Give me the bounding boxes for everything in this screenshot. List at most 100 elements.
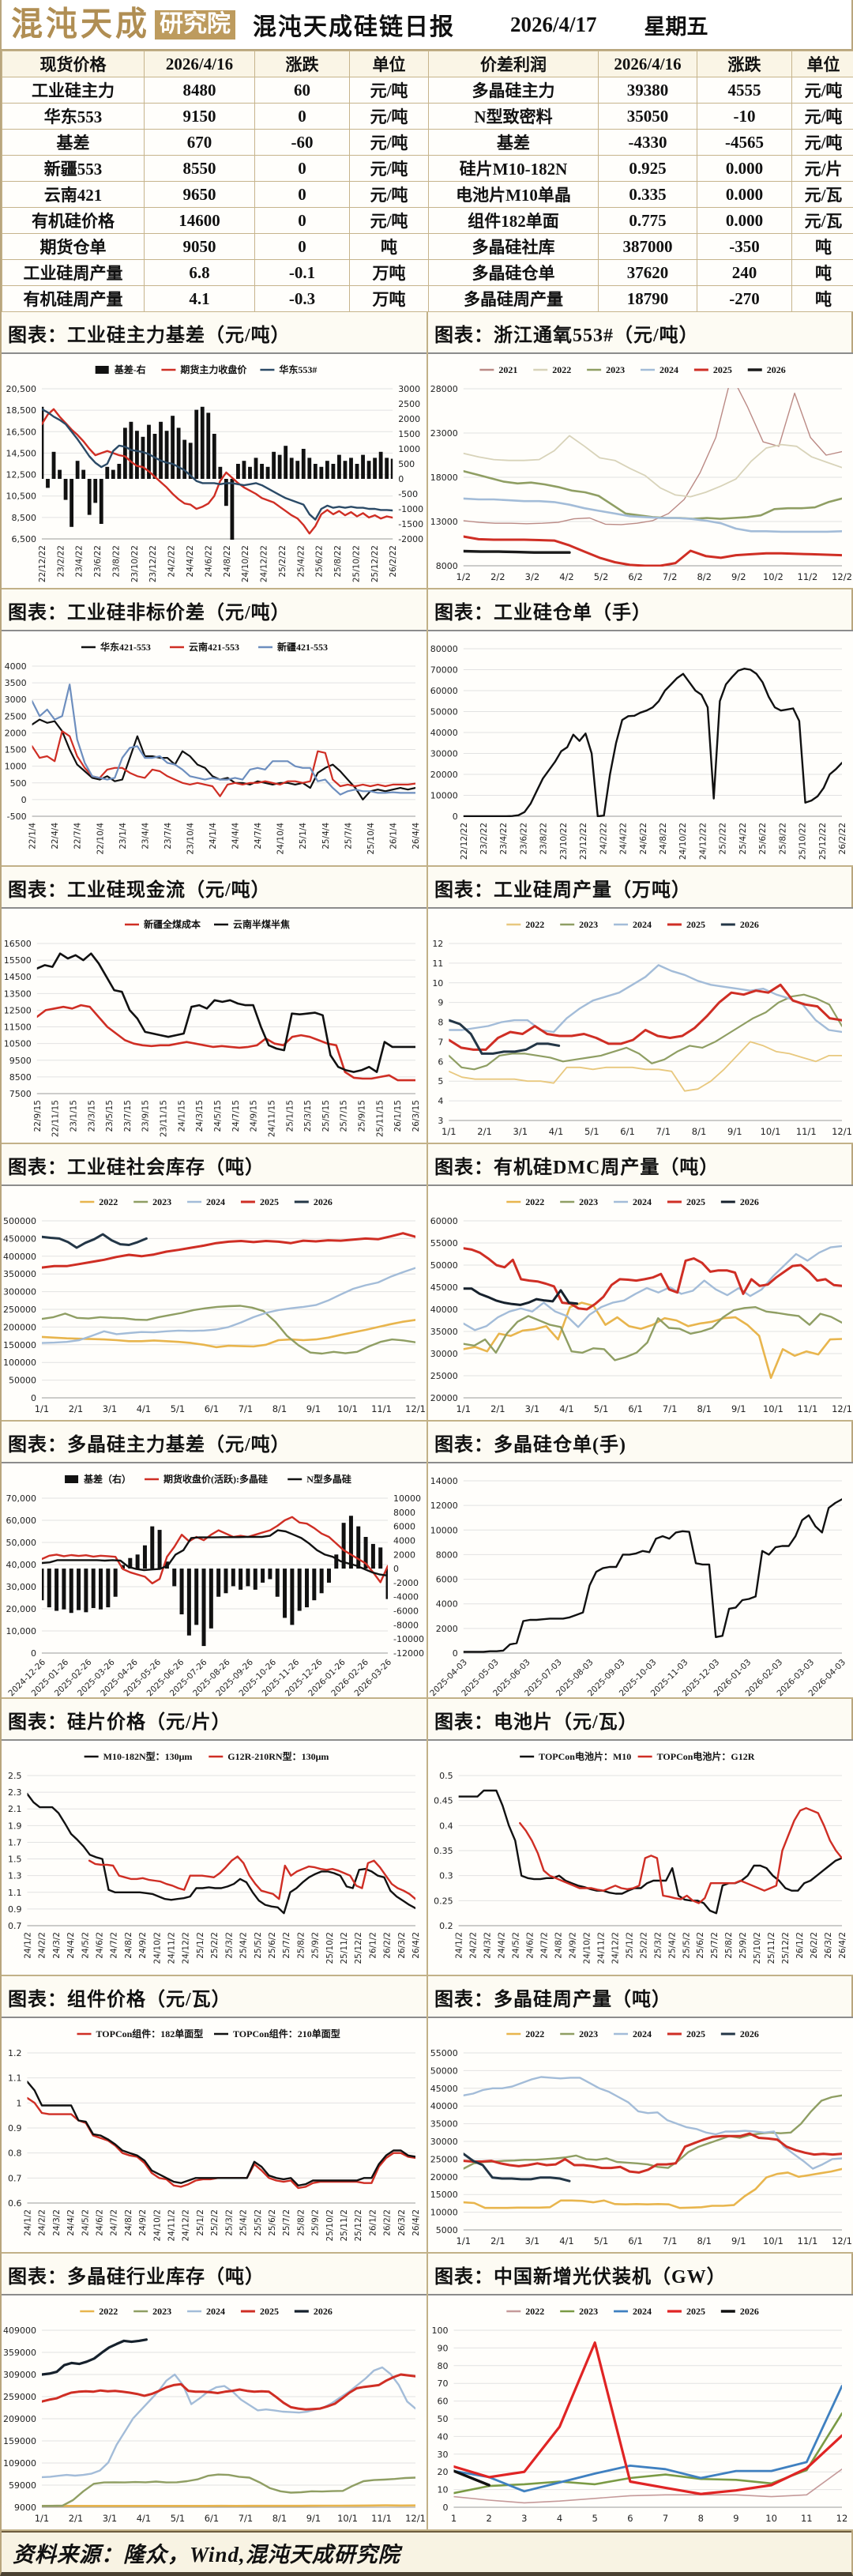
svg-text:1.1: 1.1 xyxy=(8,1888,22,1898)
svg-text:23/9/15: 23/9/15 xyxy=(141,1100,151,1132)
svg-text:22/9/15: 22/9/15 xyxy=(33,1100,43,1132)
svg-text:2024: 2024 xyxy=(633,2306,652,2317)
col-spot-date: 2026/4/16 xyxy=(145,51,255,77)
spread-label: 基差 xyxy=(429,130,599,156)
spread-change: -10 xyxy=(697,104,792,130)
svg-text:2024: 2024 xyxy=(633,2028,652,2039)
svg-text:1/1: 1/1 xyxy=(457,1403,472,1414)
svg-text:30,000: 30,000 xyxy=(6,1582,36,1592)
svg-text:6000: 6000 xyxy=(436,1575,458,1585)
svg-text:2000: 2000 xyxy=(398,414,420,424)
svg-text:4/1: 4/1 xyxy=(137,2513,152,2524)
svg-text:10/1: 10/1 xyxy=(337,2513,358,2524)
svg-text:TOPCon组件：182单面型: TOPCon组件：182单面型 xyxy=(96,2028,204,2039)
svg-text:N型多晶硅: N型多晶硅 xyxy=(306,1473,351,1485)
svg-text:40: 40 xyxy=(437,2431,448,2442)
spot-unit: 吨 xyxy=(350,234,429,260)
svg-text:6: 6 xyxy=(627,2513,633,2524)
svg-text:23/6/22: 23/6/22 xyxy=(519,823,528,854)
svg-text:25/2/2: 25/2/2 xyxy=(210,2209,220,2236)
svg-text:24/1/2: 24/1/2 xyxy=(23,2209,32,2236)
svg-text:26/1/2: 26/1/2 xyxy=(368,2209,378,2236)
spread-label: 组件182单面 xyxy=(429,208,599,234)
svg-text:2025: 2025 xyxy=(686,2028,705,2039)
svg-text:26/1/2: 26/1/2 xyxy=(795,1932,805,1959)
svg-text:25/10/2: 25/10/2 xyxy=(325,2209,335,2241)
chart-title-si-warrants: 图表：工业硅仓单（手） xyxy=(428,589,853,631)
svg-text:1.7: 1.7 xyxy=(8,1837,22,1847)
chart-title-si-weekly-output: 图表：工业硅周产量（万吨） xyxy=(428,867,853,909)
svg-text:24/4/4: 24/4/4 xyxy=(231,823,241,849)
svg-text:22/1/4: 22/1/4 xyxy=(28,823,38,849)
svg-text:10: 10 xyxy=(765,2513,777,2524)
svg-text:25/2/2: 25/2/2 xyxy=(210,1932,220,1959)
svg-text:8/1: 8/1 xyxy=(272,2513,287,2524)
svg-text:23/8/22: 23/8/22 xyxy=(111,545,121,577)
chart-canvas-si-warrants: 0100002000030000400005000060000700008000… xyxy=(428,631,853,865)
svg-text:24/6/2: 24/6/2 xyxy=(96,1932,105,1959)
svg-text:12500: 12500 xyxy=(4,1005,32,1015)
svg-text:23/11/15: 23/11/15 xyxy=(160,1100,169,1137)
svg-text:25/6/2: 25/6/2 xyxy=(696,1932,705,1959)
svg-text:22/4/4: 22/4/4 xyxy=(51,823,60,849)
col-spread-unit: 单位 xyxy=(792,51,853,77)
svg-text:7500: 7500 xyxy=(9,1089,32,1099)
svg-text:450000: 450000 xyxy=(3,1233,36,1244)
svg-text:24/4/2: 24/4/2 xyxy=(66,2209,76,2236)
svg-text:25/3/2: 25/3/2 xyxy=(224,2209,234,2236)
spot-unit: 元/吨 xyxy=(350,156,429,182)
spread-unit: 吨 xyxy=(792,234,853,260)
spot-change: 0 xyxy=(255,156,350,182)
spot-change: 0 xyxy=(255,182,350,208)
svg-text:0.7: 0.7 xyxy=(8,1921,22,1931)
svg-text:1: 1 xyxy=(451,2513,457,2524)
svg-text:45000: 45000 xyxy=(430,2084,458,2094)
svg-text:云南421-553: 云南421-553 xyxy=(189,641,239,653)
svg-text:2022: 2022 xyxy=(525,1196,544,1207)
svg-text:15000: 15000 xyxy=(430,2190,458,2200)
chart-canvas-si-main-basis: 6,5008,50010,50012,50014,50016,50018,500… xyxy=(2,354,426,588)
svg-text:24/5/2: 24/5/2 xyxy=(512,1932,521,1959)
svg-text:3: 3 xyxy=(438,1116,443,1126)
svg-text:4000: 4000 xyxy=(5,661,27,672)
svg-text:2.3: 2.3 xyxy=(8,1787,22,1798)
svg-text:25/6/2: 25/6/2 xyxy=(268,2209,277,2236)
svg-text:26/3/15: 26/3/15 xyxy=(411,1100,421,1132)
chart-title-si-social-stock: 图表：工业硅社会库存（吨） xyxy=(2,1144,426,1186)
svg-text:26/3/2: 26/3/2 xyxy=(824,1932,833,1959)
svg-text:5/1: 5/1 xyxy=(171,2513,186,2524)
svg-text:2023: 2023 xyxy=(579,2028,598,2039)
svg-text:24/7/2: 24/7/2 xyxy=(110,2209,119,2236)
svg-text:2025: 2025 xyxy=(260,1196,279,1207)
svg-text:11/2: 11/2 xyxy=(798,571,818,582)
svg-text:9/1: 9/1 xyxy=(731,1403,746,1414)
svg-text:2025: 2025 xyxy=(713,364,732,375)
svg-text:59000: 59000 xyxy=(9,2480,36,2491)
svg-text:4/1: 4/1 xyxy=(559,1403,574,1414)
report-weekday: 星期五 xyxy=(644,9,708,40)
svg-text:24/1/2: 24/1/2 xyxy=(455,1932,464,1959)
svg-text:2026: 2026 xyxy=(740,2028,759,2039)
svg-text:5/1: 5/1 xyxy=(584,1126,599,1137)
svg-text:24/8/22: 24/8/22 xyxy=(659,823,668,854)
col-spread-date: 2026/4/16 xyxy=(599,51,697,77)
chart-title-poly-main-basis: 图表：多晶硅主力基差（元/吨） xyxy=(2,1422,426,1463)
svg-text:50000: 50000 xyxy=(9,1376,36,1386)
svg-text:22/12/22: 22/12/22 xyxy=(38,545,47,582)
svg-text:24/12/2: 24/12/2 xyxy=(182,1932,191,1964)
svg-text:2022: 2022 xyxy=(99,1196,118,1207)
spot-label: 华东553 xyxy=(2,104,145,130)
svg-text:-4000: -4000 xyxy=(393,1592,419,1602)
col-spot-unit: 单位 xyxy=(350,51,429,77)
svg-text:3000: 3000 xyxy=(5,695,27,705)
svg-text:23/10/22: 23/10/22 xyxy=(130,545,140,582)
svg-text:2000: 2000 xyxy=(436,1624,458,1634)
svg-text:0.25: 0.25 xyxy=(434,1896,453,1906)
svg-text:25/6/22: 25/6/22 xyxy=(315,545,325,577)
